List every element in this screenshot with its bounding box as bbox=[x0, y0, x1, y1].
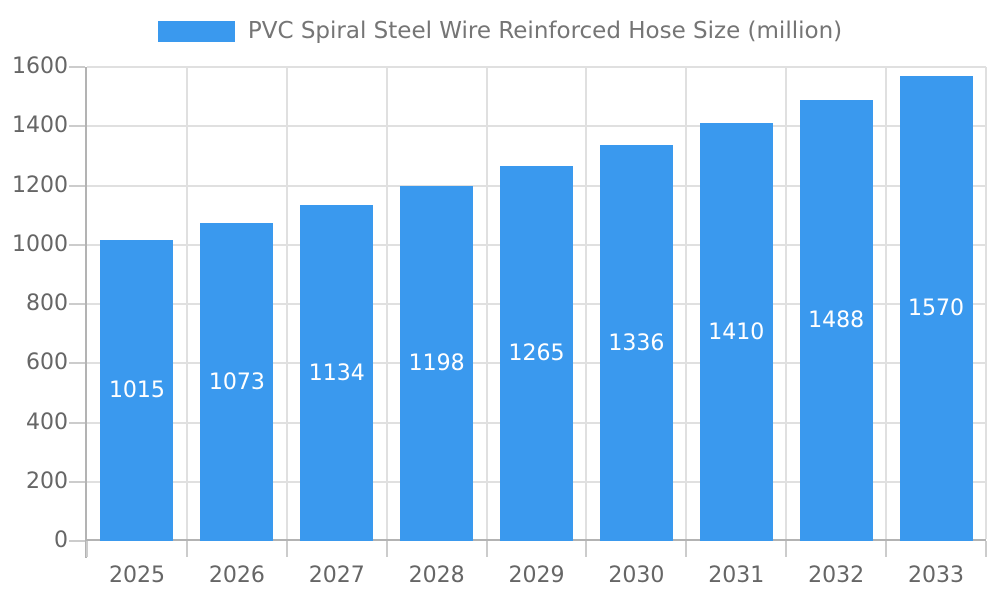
y-tick-label: 1600 bbox=[12, 54, 68, 79]
x-tick-mark bbox=[585, 541, 588, 557]
x-tick-label: 2031 bbox=[708, 563, 765, 588]
y-tick-label: 1400 bbox=[12, 113, 68, 139]
x-tick-mark bbox=[385, 541, 388, 557]
y-tick-label: 400 bbox=[26, 409, 68, 435]
bar[interactable]: 1015 bbox=[100, 240, 174, 541]
bar[interactable]: 1336 bbox=[599, 145, 673, 541]
bar-value-label: 1410 bbox=[708, 319, 765, 345]
x-tick-label: 2028 bbox=[408, 563, 465, 588]
y-tick-label: 1200 bbox=[12, 172, 68, 198]
x-grid-line bbox=[385, 67, 388, 539]
x-grid-line bbox=[285, 67, 288, 539]
x-tick-mark bbox=[685, 541, 688, 557]
bar-value-label: 1015 bbox=[108, 378, 165, 404]
y-tick-mark bbox=[69, 125, 85, 128]
x-grid-line bbox=[785, 67, 788, 539]
bar[interactable]: 1410 bbox=[699, 123, 773, 541]
x-tick-mark bbox=[86, 541, 88, 557]
bar[interactable]: 1265 bbox=[500, 166, 573, 541]
y-tick-label: 200 bbox=[26, 468, 68, 494]
x-grid-line bbox=[685, 67, 688, 539]
bar-value-label: 1570 bbox=[908, 295, 965, 321]
bar[interactable]: 1488 bbox=[799, 100, 873, 541]
x-tick-mark bbox=[785, 541, 788, 557]
x-tick-mark bbox=[485, 541, 488, 557]
y-tick-mark bbox=[69, 480, 85, 483]
y-tick-label: 800 bbox=[26, 291, 68, 316]
x-grid-line bbox=[585, 67, 588, 539]
y-tick-mark bbox=[69, 66, 85, 68]
y-tick-label: 600 bbox=[26, 350, 68, 376]
x-tick-mark bbox=[885, 541, 888, 557]
x-tick-label: 2032 bbox=[808, 563, 865, 588]
y-tick-mark bbox=[69, 303, 85, 305]
y-axis-line bbox=[85, 67, 87, 558]
bar-value-label: 1073 bbox=[208, 369, 265, 395]
y-tick-mark bbox=[69, 421, 85, 424]
x-grid-line bbox=[185, 67, 188, 539]
bar-value-label: 1198 bbox=[408, 351, 465, 377]
bar[interactable]: 1198 bbox=[400, 186, 474, 541]
x-tick-label: 2029 bbox=[508, 563, 565, 588]
y-grid-line bbox=[87, 125, 986, 128]
x-tick-label: 2027 bbox=[308, 563, 365, 588]
x-tick-label: 2030 bbox=[608, 563, 665, 588]
bar-value-label: 1265 bbox=[508, 341, 565, 367]
bar-value-label: 1488 bbox=[808, 308, 865, 334]
legend-swatch bbox=[157, 20, 235, 42]
bar-value-label: 1134 bbox=[308, 360, 365, 386]
chart-legend-item[interactable]: PVC Spiral Steel Wire Reinforced Hose Si… bbox=[157, 18, 843, 44]
bar-value-label: 1336 bbox=[608, 330, 665, 356]
plot-area: 0 200 400 600 800 1000 1200 1400 1600 1015 1073 113… bbox=[12, 54, 987, 558]
x-tick-mark bbox=[285, 541, 288, 557]
x-grid-line bbox=[485, 67, 488, 539]
bar[interactable]: 1134 bbox=[300, 205, 374, 541]
x-axis-labels: 2025 2026 2027 2028 2029 2030 2031 2032 2033 bbox=[87, 541, 986, 600]
y-tick-mark bbox=[69, 184, 85, 187]
y-tick-label: 1000 bbox=[12, 231, 68, 257]
x-grid-line bbox=[885, 67, 888, 539]
x-tick-mark bbox=[985, 541, 987, 557]
x-tick-label: 2026 bbox=[208, 563, 265, 588]
x-tick-label: 2033 bbox=[908, 563, 965, 588]
y-tick-mark bbox=[69, 540, 85, 542]
y-tick-label: 0 bbox=[54, 528, 68, 553]
legend-container: PVC Spiral Steel Wire Reinforced Hose Si… bbox=[0, 18, 1000, 44]
x-tick-label: 2025 bbox=[108, 563, 165, 588]
y-tick-mark bbox=[69, 243, 85, 246]
x-grid-line bbox=[985, 67, 987, 539]
x-tick-mark bbox=[185, 541, 188, 557]
bar[interactable]: 1073 bbox=[200, 223, 274, 541]
bar[interactable]: 1570 bbox=[899, 75, 973, 541]
y-tick-mark bbox=[69, 362, 85, 365]
y-grid-line bbox=[87, 66, 986, 68]
legend-label: PVC Spiral Steel Wire Reinforced Hose Si… bbox=[247, 18, 843, 44]
